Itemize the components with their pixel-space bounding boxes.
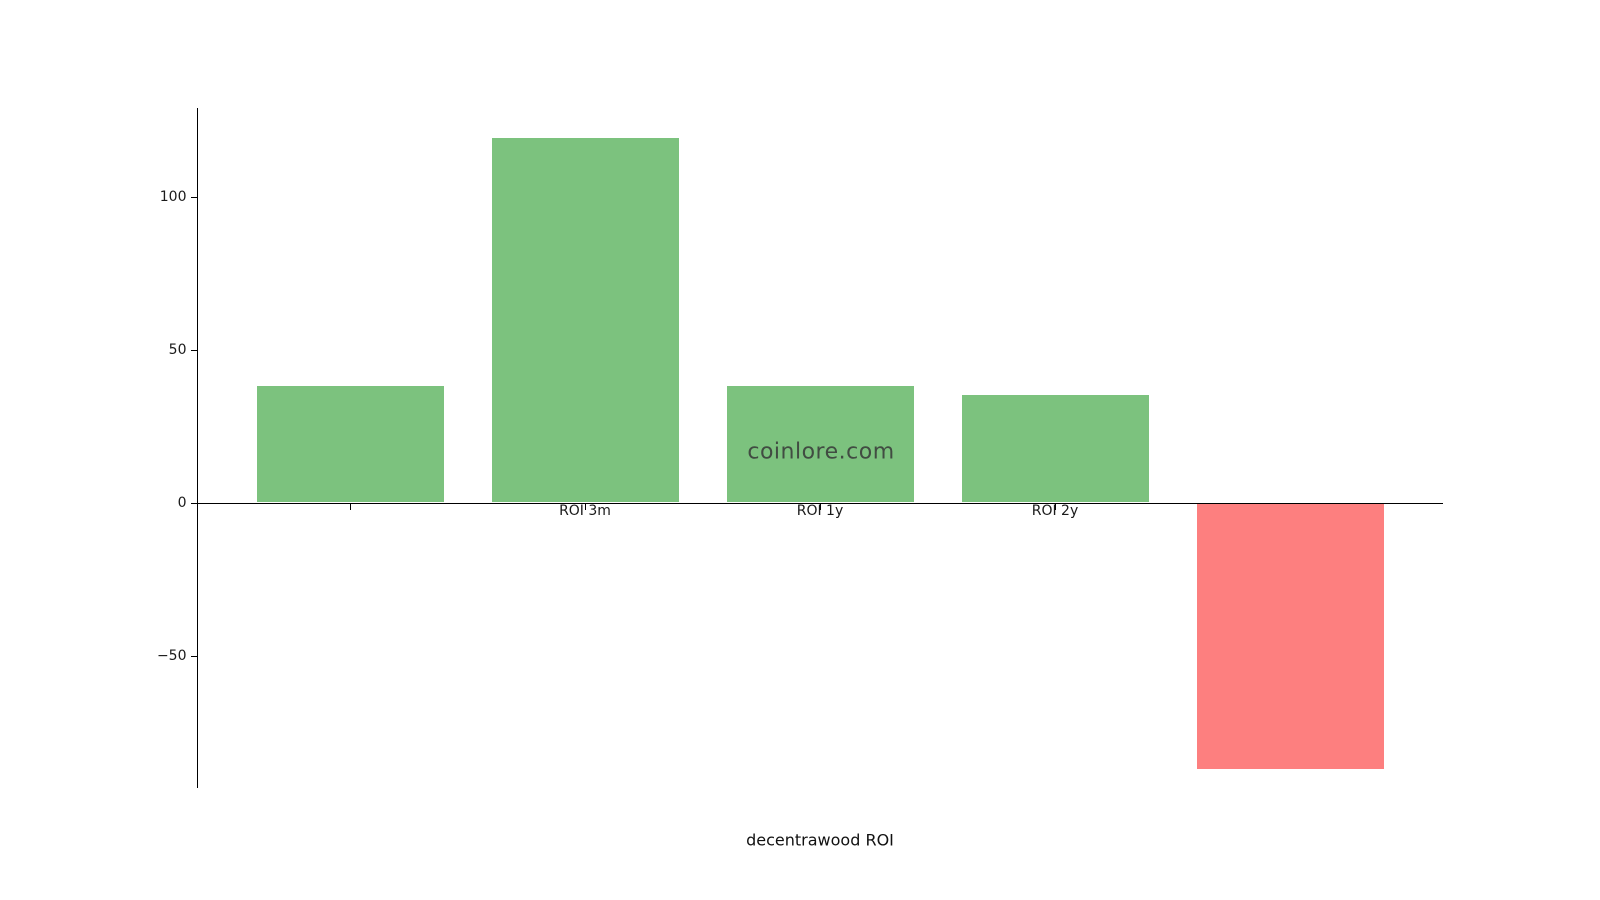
chart-bar xyxy=(256,386,444,503)
x-tick xyxy=(1054,502,1056,510)
x-tick-label: ROI 3m xyxy=(559,503,611,519)
x-tick xyxy=(349,502,351,510)
chart-bar xyxy=(961,395,1149,503)
x-tick xyxy=(584,502,586,510)
x-axis-title: decentrawood ROI xyxy=(746,830,894,850)
chart-bar xyxy=(726,386,914,503)
y-tick xyxy=(190,196,197,198)
y-tick xyxy=(190,655,197,657)
chart-bar xyxy=(1196,502,1384,769)
y-tick-label: 0 xyxy=(177,494,187,511)
x-tick-label: ROI 1y xyxy=(796,503,844,519)
watermark-text: coinlore.com xyxy=(747,439,895,465)
x-tick xyxy=(819,502,821,510)
y-tick xyxy=(190,349,197,351)
chart-bar xyxy=(491,138,679,503)
x-tick-label: ROI 2y xyxy=(1031,503,1079,519)
x-axis-line xyxy=(196,502,1443,504)
y-tick xyxy=(190,502,197,504)
y-tick-label: −50 xyxy=(156,647,187,664)
y-tick-label: 100 xyxy=(159,188,187,205)
y-tick-label: 50 xyxy=(168,341,187,358)
y-axis-line xyxy=(196,108,198,788)
